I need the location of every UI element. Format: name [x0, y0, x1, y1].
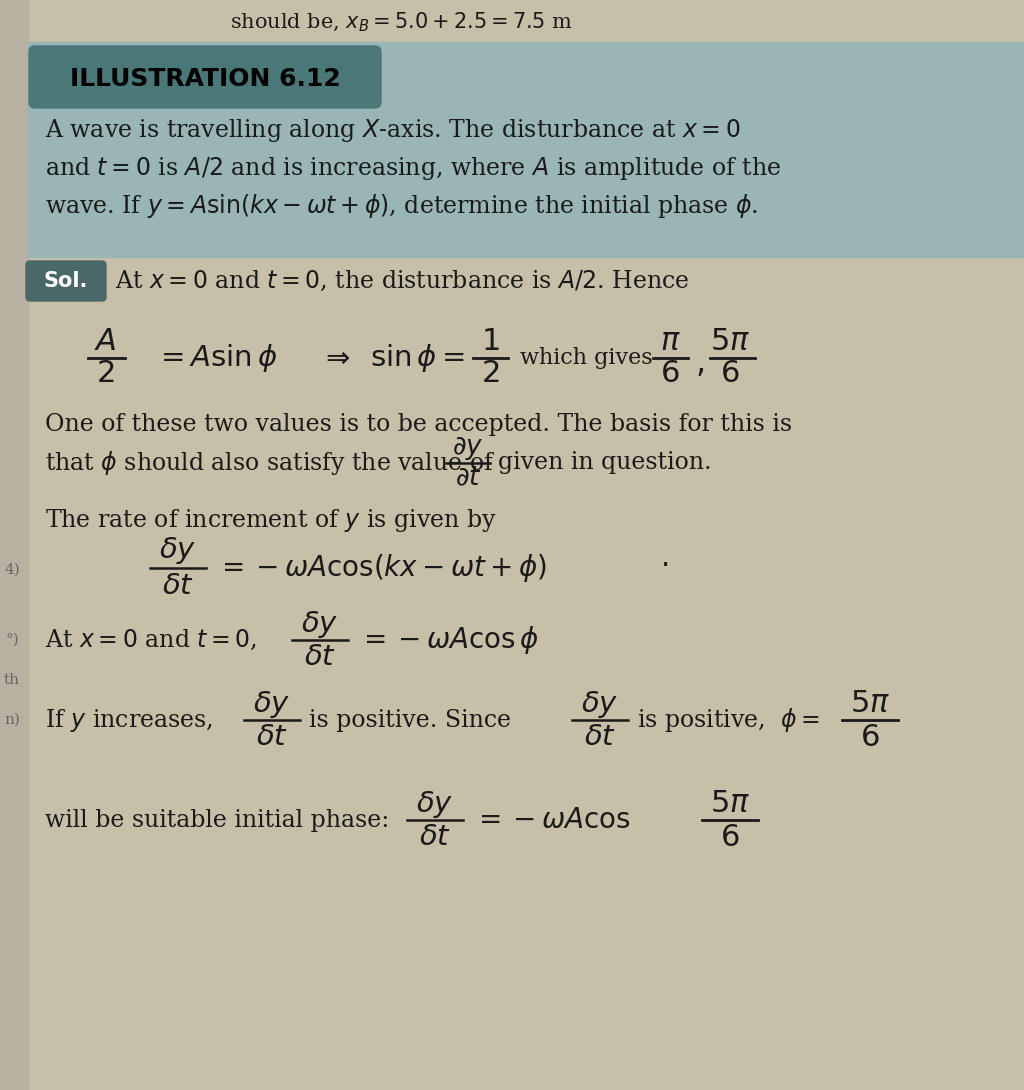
- Text: $= -\omega A\cos\phi$: $= -\omega A\cos\phi$: [358, 623, 539, 656]
- Text: One of these two values is to be accepted. The basis for this is: One of these two values is to be accepte…: [45, 413, 793, 436]
- Text: $5\pi$: $5\pi$: [850, 689, 890, 719]
- Text: $\delta t$: $\delta t$: [162, 572, 195, 600]
- Text: $A$: $A$: [94, 327, 116, 358]
- Bar: [0, 0, 28, 1090]
- Text: $6$: $6$: [660, 359, 680, 389]
- Text: $6$: $6$: [720, 822, 739, 852]
- Text: $6$: $6$: [860, 722, 880, 752]
- Text: will be suitable initial phase:: will be suitable initial phase:: [45, 809, 389, 832]
- Text: A wave is travelling along $X$-axis. The disturbance at $x = 0$: A wave is travelling along $X$-axis. The…: [45, 117, 740, 144]
- Text: which gives: which gives: [520, 347, 652, 370]
- Text: $6$: $6$: [720, 359, 739, 389]
- Text: If $y$ increases,: If $y$ increases,: [45, 706, 213, 734]
- Text: $2$: $2$: [96, 359, 115, 389]
- Text: that $\phi$ should also satisfy the value of: that $\phi$ should also satisfy the valu…: [45, 449, 496, 477]
- Text: given in question.: given in question.: [498, 451, 712, 474]
- Text: $= -\omega A\cos(kx - \omega t + \phi)$: $= -\omega A\cos(kx - \omega t + \phi)$: [216, 552, 547, 584]
- Text: th: th: [4, 673, 20, 687]
- Text: $\partial t$: $\partial t$: [455, 465, 481, 490]
- Text: The rate of increment of $y$ is given by: The rate of increment of $y$ is given by: [45, 507, 497, 533]
- Text: $\delta t$: $\delta t$: [256, 723, 288, 751]
- Text: $\delta y$: $\delta y$: [582, 689, 618, 719]
- Text: $,$: $,$: [695, 348, 705, 378]
- Text: $\partial y$: $\partial y$: [453, 436, 483, 462]
- FancyBboxPatch shape: [29, 46, 381, 108]
- Text: $1$: $1$: [480, 327, 500, 358]
- Text: $\pi$: $\pi$: [659, 327, 680, 358]
- Text: $\delta t$: $\delta t$: [304, 643, 336, 671]
- Text: $= -\omega A\cos$: $= -\omega A\cos$: [473, 807, 631, 834]
- Bar: [0, 0, 1024, 43]
- Text: $\delta y$: $\delta y$: [160, 535, 197, 567]
- Text: $\delta t$: $\delta t$: [419, 823, 451, 851]
- Text: Sol.: Sol.: [44, 271, 88, 291]
- Text: $\delta y$: $\delta y$: [253, 689, 291, 719]
- Text: ILLUSTRATION 6.12: ILLUSTRATION 6.12: [70, 66, 340, 90]
- Text: °): °): [5, 633, 18, 647]
- Text: $.$: $.$: [660, 544, 668, 572]
- Text: wave. If $y = A\sin(kx - \omega t + \phi)$, determine the initial phase $\phi$.: wave. If $y = A\sin(kx - \omega t + \phi…: [45, 192, 758, 220]
- Text: is positive. Since: is positive. Since: [309, 708, 511, 731]
- Text: $5\pi$: $5\pi$: [710, 327, 751, 358]
- Text: should be, $x_B = 5.0 + 2.5 = 7.5$ m: should be, $x_B = 5.0 + 2.5 = 7.5$ m: [230, 11, 573, 34]
- Text: At $x = 0$ and $t = 0$,: At $x = 0$ and $t = 0$,: [45, 628, 257, 652]
- Text: n): n): [4, 713, 19, 727]
- Text: $2$: $2$: [481, 359, 499, 389]
- Text: $\delta y$: $\delta y$: [301, 608, 339, 640]
- FancyBboxPatch shape: [26, 261, 106, 301]
- Text: $\sin\phi =$: $\sin\phi =$: [370, 342, 465, 374]
- Text: $5\pi$: $5\pi$: [710, 788, 751, 820]
- Text: is positive,  $\phi =$: is positive, $\phi =$: [637, 706, 819, 734]
- Text: At $x = 0$ and $t = 0$, the disturbance is $A/2$. Hence: At $x = 0$ and $t = 0$, the disturbance …: [115, 269, 689, 293]
- Text: $= A\sin\phi$: $= A\sin\phi$: [155, 342, 278, 374]
- Text: 4): 4): [4, 564, 19, 577]
- Text: and $t = 0$ is $A/2$ and is increasing, where $A$ is amplitude of the: and $t = 0$ is $A/2$ and is increasing, …: [45, 155, 781, 182]
- Bar: [28, 43, 1024, 257]
- Text: $\delta t$: $\delta t$: [584, 723, 616, 751]
- Text: $\Rightarrow$: $\Rightarrow$: [319, 344, 350, 372]
- Text: $\delta y$: $\delta y$: [417, 788, 454, 820]
